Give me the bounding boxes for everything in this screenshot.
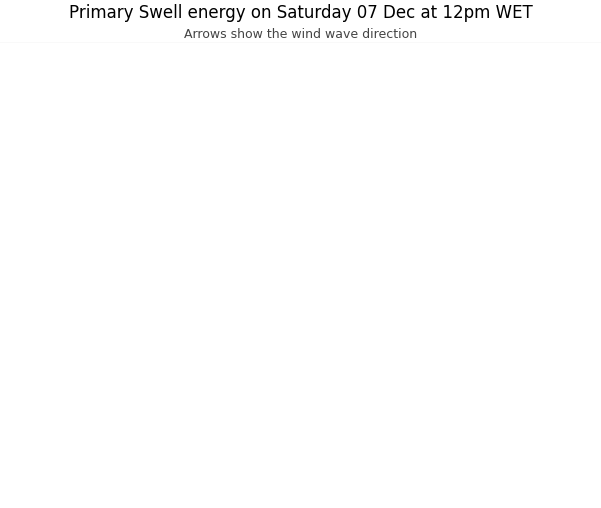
Text: cartopy not available: cartopy not available: [227, 269, 374, 282]
Text: Primary Swell energy on Saturday 07 Dec at 12pm WET: Primary Swell energy on Saturday 07 Dec …: [69, 4, 532, 22]
Text: Arrows show the wind wave direction: Arrows show the wind wave direction: [184, 28, 417, 41]
